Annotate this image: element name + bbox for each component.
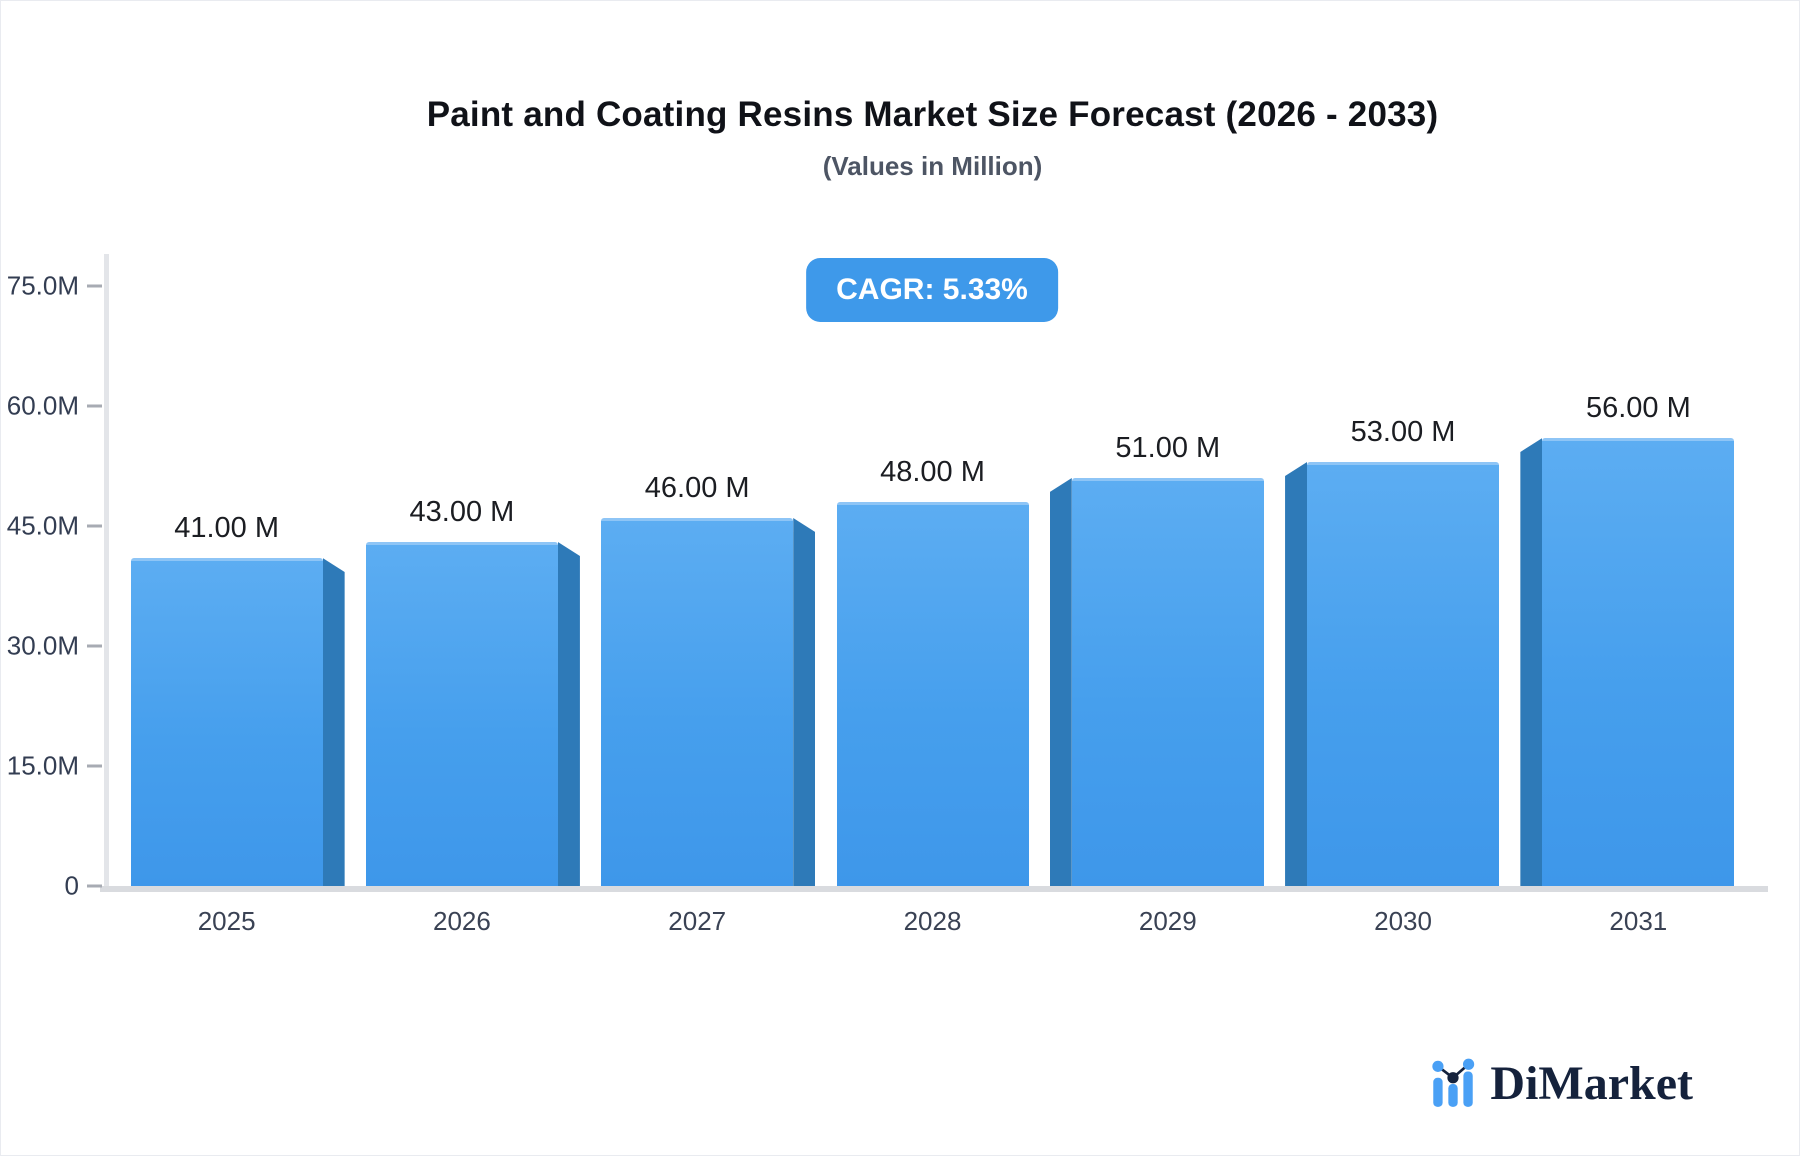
y-axis-tick-label: 15.0M <box>6 750 79 781</box>
x-axis-label: 2029 <box>1138 906 1197 936</box>
bar[interactable] <box>836 502 1029 886</box>
y-axis-tick-label: 60.0M <box>6 390 79 421</box>
bar-group-2029: 51.00 M 2029 <box>1049 286 1264 936</box>
bar[interactable] <box>1307 462 1500 886</box>
y-axis-tick: 0 <box>65 871 102 902</box>
bar-value-label: 53.00 M <box>1350 416 1456 448</box>
bar-value-label: 56.00 M <box>1585 392 1691 424</box>
bar[interactable] <box>601 518 794 886</box>
tick-dash-icon <box>87 764 102 768</box>
y-axis-tick: 15.0M <box>7 751 102 782</box>
bar-group-2025: 41.00 M 2025 <box>130 286 345 936</box>
y-axis-line <box>104 254 109 886</box>
x-axis-label: 2030 <box>1374 906 1432 936</box>
y-axis-tick: 60.0M <box>7 391 102 422</box>
bar-3d-side-face <box>322 558 345 886</box>
brand-logo-text: DiMarket <box>1490 1057 1693 1110</box>
tick-dash-icon <box>87 284 102 288</box>
bar-value-label: 51.00 M <box>1115 432 1221 464</box>
bar-group-2031: 56.00 M 2031 <box>1520 286 1735 936</box>
bar-3d-side-face <box>793 518 816 886</box>
bar-group-2026: 43.00 M 2026 <box>365 286 580 936</box>
bar[interactable] <box>1542 438 1735 886</box>
x-axis-label: 2026 <box>433 906 491 936</box>
x-axis-label: 2027 <box>668 906 727 936</box>
x-axis-label: 2028 <box>903 906 962 936</box>
y-axis-tick: 30.0M <box>7 631 102 662</box>
tick-dash-icon <box>87 404 102 408</box>
plot-area: 0 15.0M 30.0M 45.0M 60.0M 75.0M 41.00 M 2025 43… <box>7 254 1768 936</box>
brand-logo[interactable]: DiMarket <box>1430 1057 1693 1111</box>
chart-title: Paint and Coating Resins Market Size For… <box>426 95 1439 134</box>
bar-value-label: 48.00 M <box>880 456 985 488</box>
bar-3d-side-face <box>1285 462 1308 886</box>
tick-dash-icon <box>87 644 102 648</box>
y-axis-tick: 45.0M <box>7 511 102 542</box>
chart-subtitle: (Values in Million) <box>822 151 1043 181</box>
bar-3d-side-face <box>557 542 580 886</box>
y-axis-tick: 75.0M <box>7 271 102 302</box>
bar-group-2027: 46.00 M 2027 <box>601 286 816 936</box>
bar-value-label: 43.00 M <box>409 496 515 528</box>
bar-chart-logo-icon <box>1432 1058 1475 1107</box>
bar-value-label: 46.00 M <box>644 472 750 504</box>
chart-header: Paint and Coating Resins Market Size For… <box>109 95 1756 182</box>
bar-group-2030: 53.00 M 2030 <box>1285 286 1500 936</box>
y-axis-tick-label: 45.0M <box>6 510 79 541</box>
x-axis-line <box>100 886 1768 892</box>
bar[interactable] <box>1071 478 1264 886</box>
y-axis-tick-label: 30.0M <box>6 630 79 661</box>
bar-3d-side-face <box>1049 478 1072 886</box>
bars-layer: 41.00 M 2025 43.00 M 2026 46.00 M 2027 48.00 M… <box>109 286 1756 936</box>
y-axis-tick-label: 75.0M <box>6 270 79 301</box>
bar-group-2028: 48.00 M 2028 <box>836 286 1029 936</box>
bar[interactable] <box>130 558 323 886</box>
cagr-badge: CAGR: 5.33% <box>806 258 1058 322</box>
tick-dash-icon <box>87 524 102 528</box>
tick-dash-icon <box>87 884 102 888</box>
x-axis-label: 2031 <box>1609 906 1668 936</box>
y-axis: 0 15.0M 30.0M 45.0M 60.0M 75.0M <box>1 271 104 901</box>
bar-value-label: 41.00 M <box>174 512 280 544</box>
y-axis-tick-label: 0 <box>64 870 79 901</box>
bar-3d-side-face <box>1520 438 1543 886</box>
x-axis-label: 2025 <box>197 906 256 936</box>
bar[interactable] <box>365 542 558 886</box>
